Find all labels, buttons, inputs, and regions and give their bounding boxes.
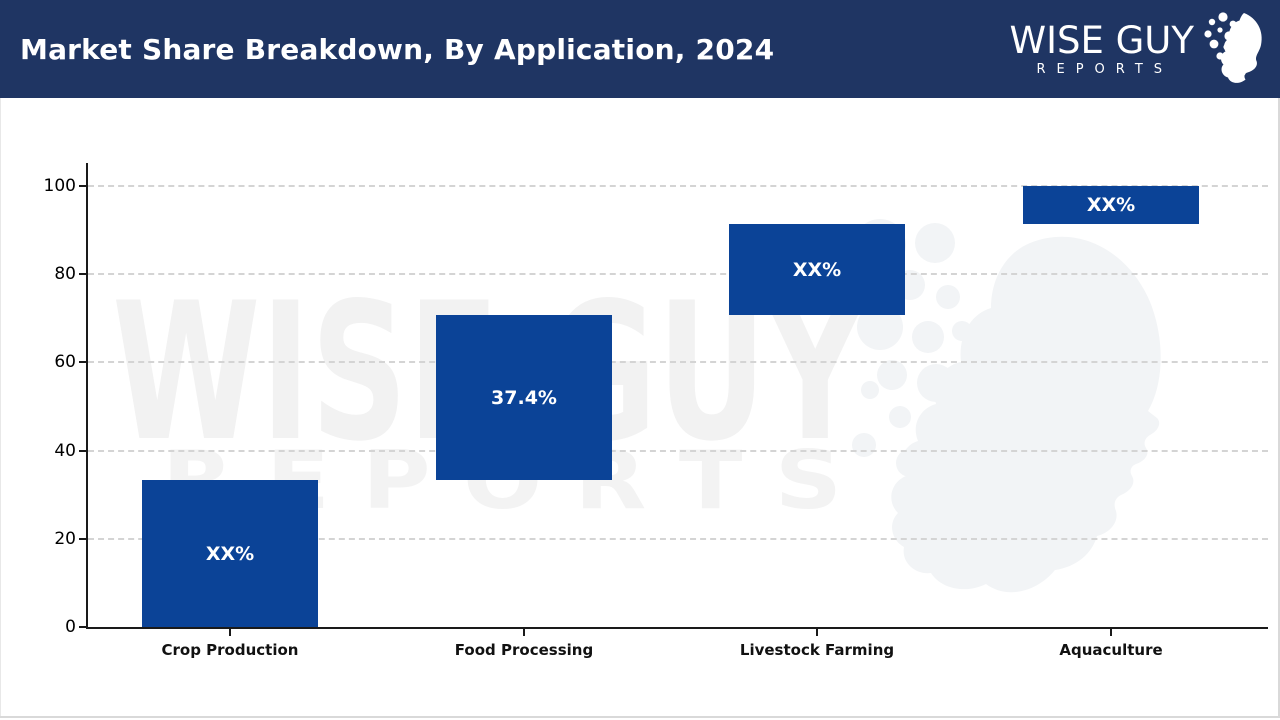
y-tick-label: 80 [54, 264, 76, 285]
header-bar: Market Share Breakdown, By Application, … [0, 0, 1280, 98]
bar-value-label: XX% [205, 542, 255, 565]
y-gridline [88, 185, 1268, 187]
logo-text: WISE GUY REPORTS [1010, 22, 1194, 76]
page-border-right [1278, 98, 1280, 718]
x-tick-mark [1110, 628, 1112, 636]
logo-subtitle: REPORTS [1036, 62, 1174, 77]
x-axis-spine [86, 627, 1268, 629]
x-category-label: Aquaculture [1059, 641, 1163, 659]
waterfall-bar: XX% [729, 224, 905, 316]
y-tick-mark [79, 537, 87, 540]
y-tick-label: 40 [54, 440, 76, 461]
x-tick-mark [523, 628, 525, 636]
y-axis-spine [86, 163, 88, 629]
waterfall-bar: XX% [142, 480, 318, 627]
y-tick-label: 20 [54, 528, 76, 549]
y-tick-mark [79, 185, 87, 187]
logo-face-icon [1204, 12, 1262, 83]
x-tick-mark [229, 628, 231, 636]
bar-value-label: XX% [792, 258, 842, 281]
y-tick-mark [79, 361, 87, 364]
logo-wordmark: WISE GUY [1009, 19, 1194, 62]
x-category-label: Crop Production [161, 641, 299, 659]
y-tick-mark [79, 273, 87, 276]
waterfall-bar: XX% [1023, 186, 1199, 225]
y-gridline [88, 361, 1268, 364]
waterfall-bar: 37.4% [436, 315, 612, 481]
y-tick-label: 0 [65, 617, 76, 637]
y-gridline [88, 273, 1268, 276]
y-tick-label: 100 [43, 176, 76, 196]
page-border-left [0, 98, 1, 718]
page-title: Market Share Breakdown, By Application, … [20, 32, 775, 66]
x-tick-mark [816, 628, 818, 636]
y-gridline [88, 449, 1268, 452]
page-border-bottom [0, 716, 1280, 718]
bar-value-label: 37.4% [491, 386, 557, 409]
wise-guy-reports-logo: WISE GUY REPORTS [1010, 10, 1280, 88]
x-category-label: Food Processing [454, 641, 594, 659]
y-tick-label: 60 [54, 352, 76, 373]
y-gridline [88, 537, 1268, 540]
waterfall-chart: 0 20 40 60 80 100 XX% Crop Production 37.4% Food … [0, 98, 1280, 716]
y-tick-mark [79, 626, 87, 628]
bar-value-label: XX% [1086, 194, 1136, 217]
x-category-label: Livestock Farming [739, 641, 895, 659]
y-tick-mark [79, 449, 87, 452]
